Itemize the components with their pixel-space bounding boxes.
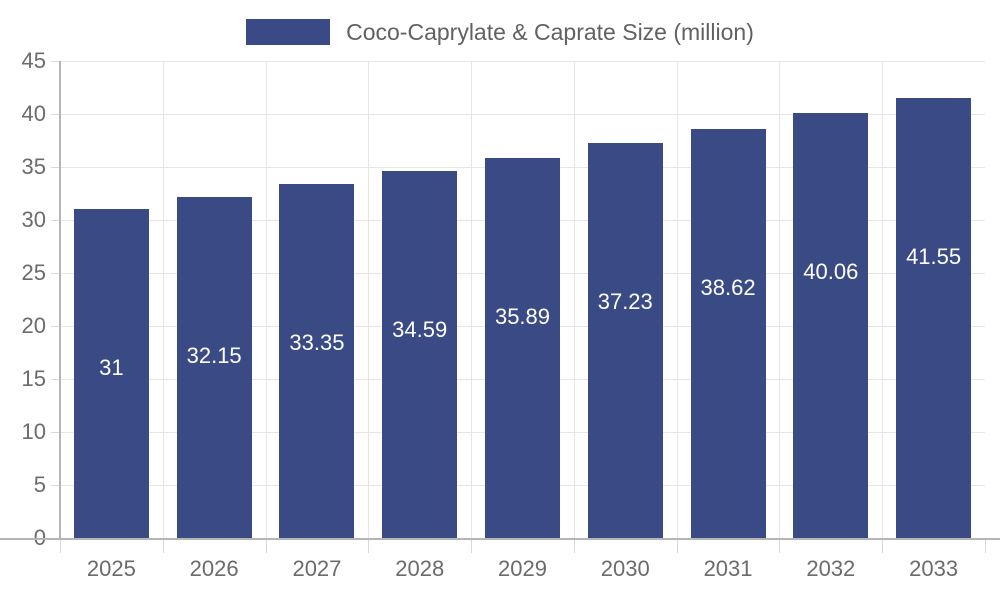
y-axis-tick-label: 0 (0, 527, 46, 549)
gridline-vertical (162, 61, 164, 538)
x-axis-tick-mark (265, 540, 267, 553)
x-axis-tick-label: 2032 (806, 556, 856, 581)
y-axis-tick-label: 5 (33, 472, 46, 497)
bar-value-label: 40.06 (803, 259, 859, 285)
gridline-horizontal (60, 114, 985, 115)
gridline-horizontal (60, 61, 985, 62)
y-axis-tick-label: 45 (21, 48, 46, 73)
y-axis-tick-label: 30 (21, 207, 46, 232)
bar-value-label: 31 (99, 355, 124, 381)
x-axis-tick-label: 2031 (703, 556, 753, 581)
y-axis-tick-label: 40 (21, 101, 46, 126)
bar[interactable]: 37.23 (587, 143, 663, 538)
bar[interactable]: 40.06 (793, 113, 869, 538)
y-axis-tick-label: 15 (21, 366, 46, 391)
bar-value-label: 32.15 (186, 343, 242, 369)
y-axis-tick-label: 10 (21, 419, 46, 444)
bar-value-label: 35.89 (494, 303, 551, 329)
x-axis-tick-label: 2028 (395, 556, 445, 581)
y-axis-tick-mark (51, 273, 60, 274)
x-axis-tick-label: 2033 (909, 556, 959, 581)
bar[interactable]: 33.35 (279, 184, 355, 538)
gridline-vertical (471, 61, 473, 538)
bar-value-label: 34.59 (392, 317, 448, 343)
y-axis-line (59, 61, 61, 539)
y-axis-tick-mark (51, 220, 60, 221)
x-axis-tick-mark (471, 540, 473, 553)
x-axis-tick-label: 2027 (292, 556, 342, 581)
y-axis-tick-mark (51, 61, 60, 62)
x-axis-tick-mark (60, 540, 61, 553)
legend-swatch-coco-caprylate-caprate-size (246, 19, 331, 45)
x-axis-tick-label: 2029 (498, 556, 547, 581)
y-axis-tick-label: 35 (21, 154, 46, 179)
x-axis-tick-label: 2026 (189, 556, 239, 581)
x-axis-tick-label: 2030 (600, 556, 650, 581)
bar[interactable]: 34.59 (382, 171, 458, 538)
x-axis-tick-mark (985, 540, 986, 553)
x-axis-tick-label: 2025 (86, 556, 136, 581)
y-axis-tick-mark (51, 485, 60, 486)
x-axis-tick-mark (882, 540, 884, 553)
gridline-vertical (779, 61, 781, 538)
bar-value-label: 33.35 (289, 330, 345, 356)
gridline-vertical (573, 61, 575, 538)
y-axis-tick-mark (51, 432, 60, 433)
x-axis-tick-mark (162, 540, 164, 553)
y-axis-tick-label: 25 (21, 260, 46, 285)
gridline-vertical (676, 61, 678, 538)
legend-label-coco-caprylate-caprate-size: Coco-Caprylate & Caprate Size (million) (346, 18, 754, 45)
bar-value-label: 41.55 (906, 243, 962, 269)
bar-value-label: 38.62 (700, 274, 756, 300)
y-axis-tick-mark (51, 114, 60, 115)
bar-value-label: 37.23 (597, 289, 653, 315)
gridline-vertical (265, 61, 267, 538)
bar[interactable]: 38.62 (690, 128, 766, 538)
bar[interactable]: 32.15 (176, 197, 252, 538)
bar[interactable]: 31 (73, 209, 149, 538)
gridline-vertical (882, 61, 884, 538)
x-axis-line (0, 538, 1000, 540)
x-axis-tick-mark (368, 540, 370, 553)
x-axis-tick-mark (676, 540, 678, 553)
chart-legend: Coco-Caprylate & Caprate Size (million) (0, 14, 1000, 50)
x-axis-tick-mark (779, 540, 781, 553)
bar[interactable]: 35.89 (484, 157, 560, 538)
y-axis-tick-mark (51, 167, 60, 168)
gridline-vertical (368, 61, 370, 538)
y-axis-tick-mark (51, 379, 60, 380)
y-axis-tick-mark (51, 326, 60, 327)
y-axis-tick-label: 20 (21, 313, 46, 338)
x-axis-tick-mark (573, 540, 575, 553)
plot-area: 31 32.15 33.35 34.59 35.89 37.23 38.62 40.06 41.… (60, 61, 985, 539)
bar[interactable]: 41.55 (896, 97, 972, 538)
